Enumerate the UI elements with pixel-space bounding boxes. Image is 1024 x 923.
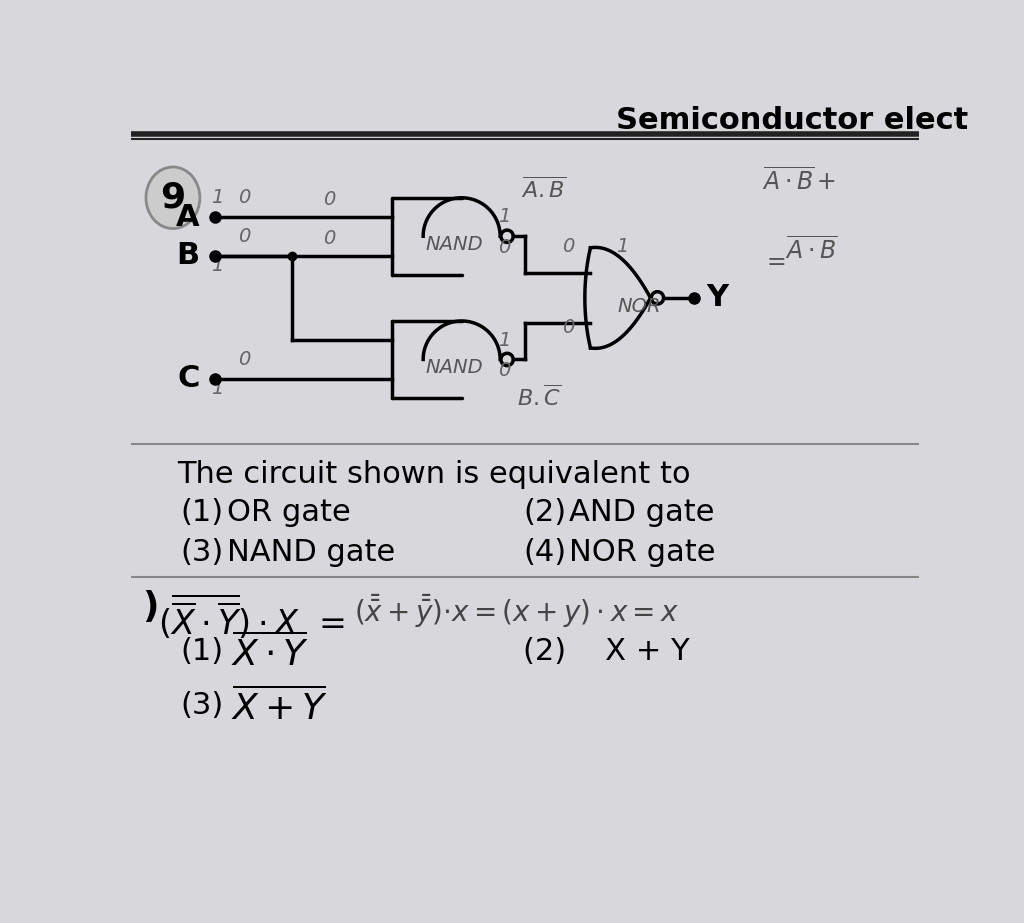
Text: 1: 1	[211, 256, 224, 275]
Text: C: C	[177, 365, 200, 393]
Text: A: A	[176, 202, 200, 232]
Text: 0: 0	[498, 362, 510, 380]
Text: Y: Y	[706, 283, 728, 312]
Text: 1: 1	[211, 188, 224, 207]
Text: 1: 1	[498, 330, 510, 350]
Text: The circuit shown is equivalent to: The circuit shown is equivalent to	[177, 460, 690, 488]
Text: 0: 0	[498, 238, 510, 258]
Text: (1): (1)	[180, 498, 223, 527]
Text: ): )	[142, 591, 159, 625]
Text: 1: 1	[615, 236, 628, 256]
Text: 0: 0	[239, 188, 251, 207]
Text: 0: 0	[562, 236, 574, 256]
Text: 0: 0	[239, 350, 251, 369]
Text: $=$: $=$	[762, 248, 785, 272]
Text: 0: 0	[239, 227, 251, 246]
Text: $\overline{X \cdot Y}$: $\overline{X \cdot Y}$	[230, 633, 309, 673]
Text: (1): (1)	[180, 637, 223, 665]
Text: NAND gate: NAND gate	[226, 538, 395, 567]
Text: 1: 1	[498, 208, 510, 226]
Text: 0: 0	[323, 190, 336, 210]
Text: $\overline{A.B}$: $\overline{A.B}$	[521, 176, 566, 202]
Text: $\overline{X + Y}$: $\overline{X + Y}$	[230, 688, 328, 727]
Text: NOR gate: NOR gate	[569, 538, 716, 567]
Text: NOR: NOR	[617, 296, 660, 316]
Text: (3): (3)	[180, 690, 224, 720]
Text: NAND: NAND	[425, 235, 482, 254]
Text: 0: 0	[562, 318, 574, 337]
Text: (4): (4)	[523, 538, 566, 567]
Text: (3): (3)	[180, 538, 224, 567]
Text: $(\overline{\overline{X}\cdot\overline{Y}})\cdot X$  =: $(\overline{\overline{X}\cdot\overline{Y…	[158, 593, 344, 642]
Text: 1: 1	[211, 379, 224, 398]
Ellipse shape	[146, 167, 200, 229]
Text: (2): (2)	[523, 498, 566, 527]
Text: Semiconductor elect: Semiconductor elect	[615, 106, 968, 136]
Text: OR gate: OR gate	[226, 498, 350, 527]
Text: $(\bar{\bar{x}}+\bar{\bar{y}})$$\cdot x = (x+y)\cdot x = x$: $(\bar{\bar{x}}+\bar{\bar{y}})$$\cdot x …	[354, 593, 679, 630]
Text: $B.\overline{C}$: $B.\overline{C}$	[517, 384, 561, 410]
Text: AND gate: AND gate	[569, 498, 715, 527]
Text: $\overline{A \cdot B}$: $\overline{A \cdot B}$	[785, 237, 838, 264]
Text: (2)    X + Y: (2) X + Y	[523, 637, 690, 665]
Text: $\overline{A \cdot B}+$: $\overline{A \cdot B}+$	[762, 167, 837, 195]
Text: NAND: NAND	[425, 358, 482, 378]
Text: 9: 9	[161, 181, 185, 215]
Text: B: B	[177, 241, 200, 270]
Text: 0: 0	[323, 229, 336, 248]
